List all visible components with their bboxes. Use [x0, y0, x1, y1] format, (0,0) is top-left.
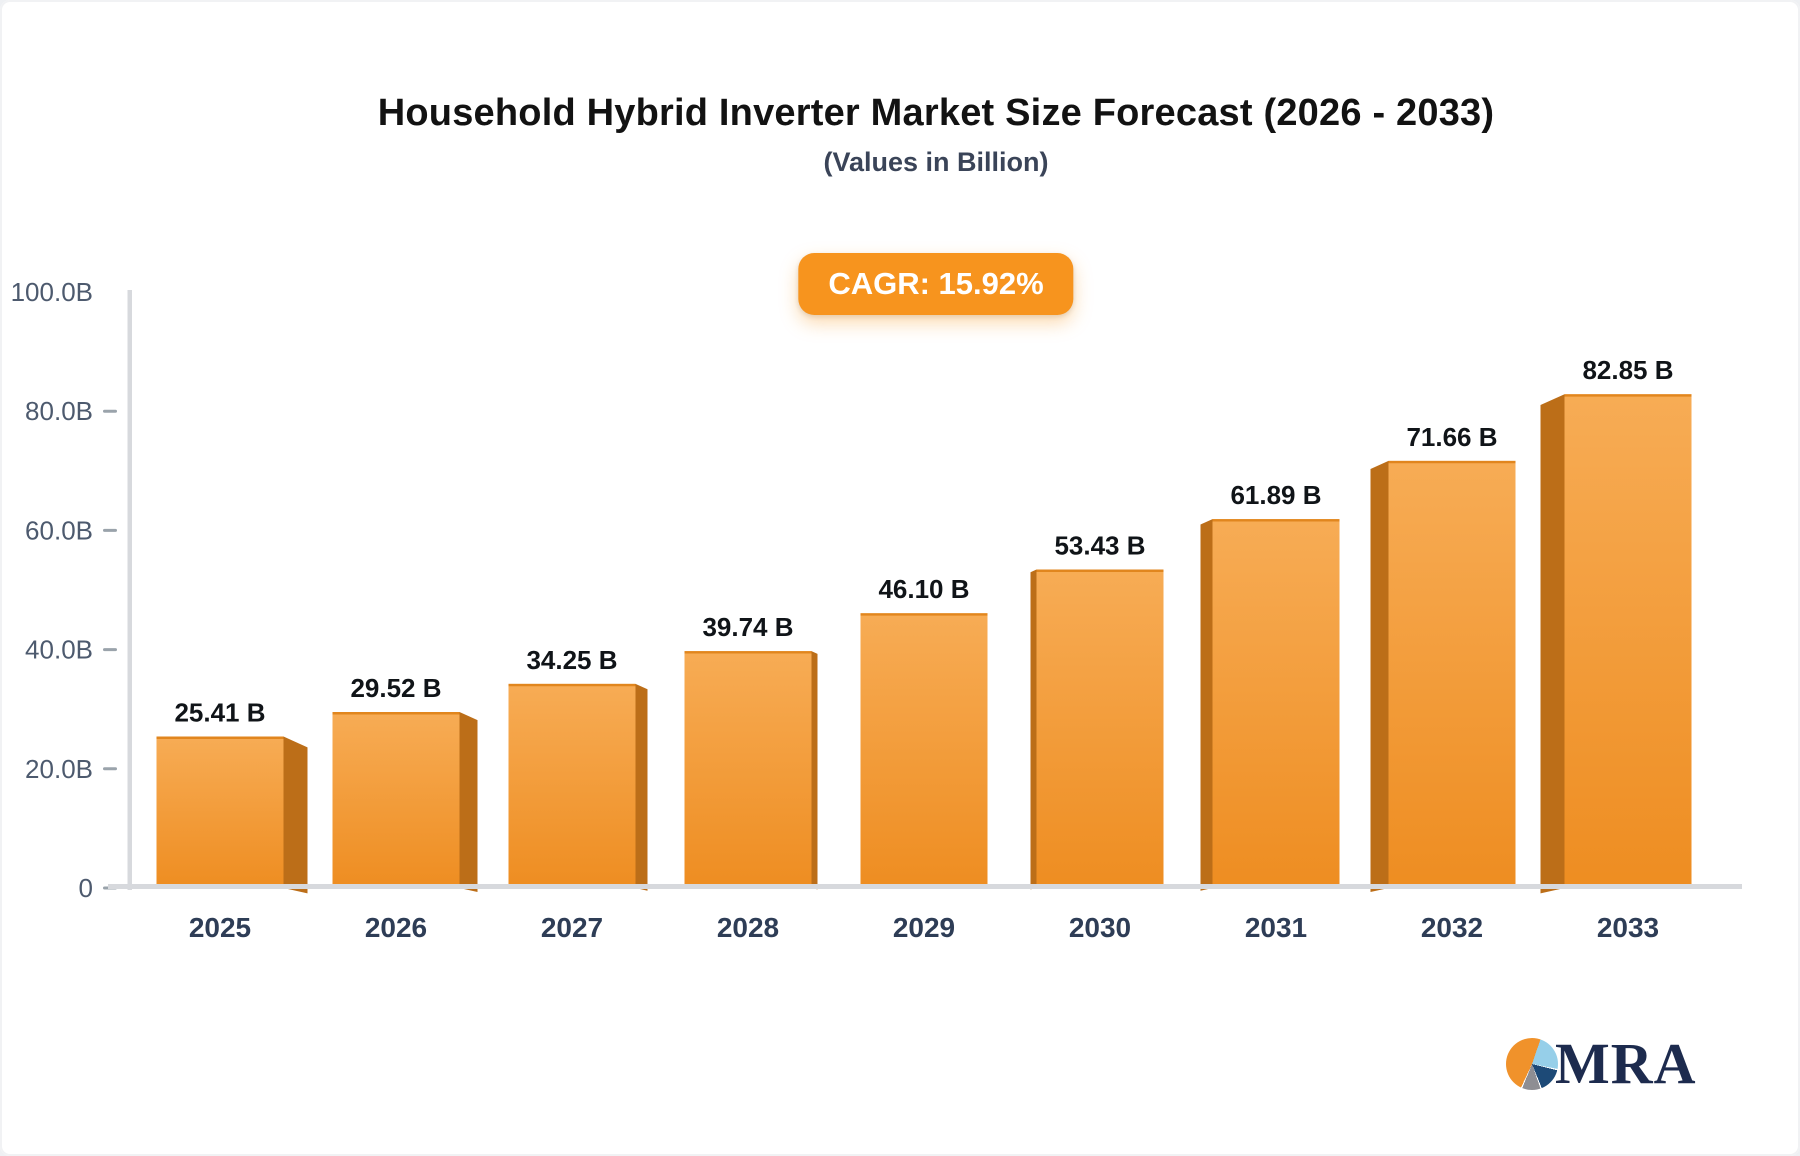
y-axis-tick-dash — [103, 648, 117, 652]
x-axis-category-label: 2030 — [1069, 912, 1131, 943]
x-axis-category-label: 2025 — [189, 912, 251, 943]
logo-text: MRA — [1555, 1031, 1697, 1096]
bar-value-label: 82.85 B — [1582, 355, 1673, 385]
bar-front-face — [1212, 519, 1340, 888]
y-axis-tick-dash — [103, 528, 117, 532]
cagr-badge: CAGR: 15.92% — [798, 253, 1074, 315]
bar-side-face — [1540, 394, 1565, 894]
y-axis-line — [127, 290, 132, 890]
x-axis-category-label: 2031 — [1245, 912, 1307, 943]
mra-logo: MRA — [1506, 1031, 1697, 1096]
y-axis-tick-label: 60.0B — [25, 515, 93, 545]
bar-side-face — [811, 651, 818, 890]
bar-front-face — [1564, 394, 1692, 888]
x-axis-category-label: 2033 — [1597, 912, 1659, 943]
bar-group-2026 — [332, 712, 478, 893]
bar-value-label: 53.43 B — [1054, 531, 1145, 561]
bar-group-2025 — [156, 736, 308, 894]
bar-value-label: 61.89 B — [1230, 480, 1321, 510]
bar-front-face — [860, 613, 988, 888]
y-axis-tick-label: 20.0B — [25, 754, 93, 784]
pie-chart-logo-icon — [1506, 1038, 1558, 1090]
bar-group-2029 — [860, 613, 988, 888]
y-axis-tick-label: 0 — [79, 873, 93, 903]
bar-front-face — [508, 683, 636, 888]
bar-front-face — [332, 712, 460, 888]
bar-front-face — [684, 651, 812, 888]
bar-group-2031 — [1200, 519, 1340, 891]
y-axis-tick-dash — [103, 409, 117, 413]
x-axis-category-label: 2026 — [365, 912, 427, 943]
y-axis-tick-label: 100.0B — [11, 277, 93, 307]
bar-side-face — [1030, 569, 1037, 890]
y-axis-tick-label: 80.0B — [25, 396, 93, 426]
bar-front-face — [1388, 460, 1516, 888]
chart-subtitle: (Values in Billion) — [823, 147, 1049, 177]
x-axis-category-label: 2028 — [717, 912, 779, 943]
x-axis-category-label: 2032 — [1421, 912, 1483, 943]
bar-side-face — [1370, 460, 1389, 893]
chart-title: Household Hybrid Inverter Market Size Fo… — [377, 92, 1495, 134]
bar-value-label: 25.41 B — [174, 698, 265, 728]
bar-group-2032 — [1370, 460, 1516, 893]
y-axis-tick-label: 40.0B — [25, 635, 93, 665]
bar-side-face — [283, 736, 308, 894]
bar-value-label: 29.52 B — [350, 673, 441, 703]
bar-group-2027 — [508, 683, 648, 891]
x-axis-category-label: 2029 — [893, 912, 955, 943]
x-axis-line — [108, 884, 1742, 889]
bar-side-face — [459, 712, 478, 893]
bar-group-2033 — [1540, 394, 1692, 894]
y-axis-tick-dash — [103, 767, 117, 771]
bar-front-face — [1036, 569, 1164, 888]
bar-value-label: 46.10 B — [878, 574, 969, 604]
x-axis-category-label: 2027 — [541, 912, 603, 943]
bar-side-face — [635, 683, 648, 891]
bar-front-face — [156, 736, 284, 888]
bar-value-label: 71.66 B — [1406, 422, 1497, 452]
bar-group-2030 — [1030, 569, 1164, 890]
bar-side-face — [1200, 519, 1213, 891]
bar-value-label: 34.25 B — [526, 645, 617, 675]
bar-group-2028 — [684, 651, 818, 890]
bar-value-label: 39.74 B — [702, 612, 793, 642]
